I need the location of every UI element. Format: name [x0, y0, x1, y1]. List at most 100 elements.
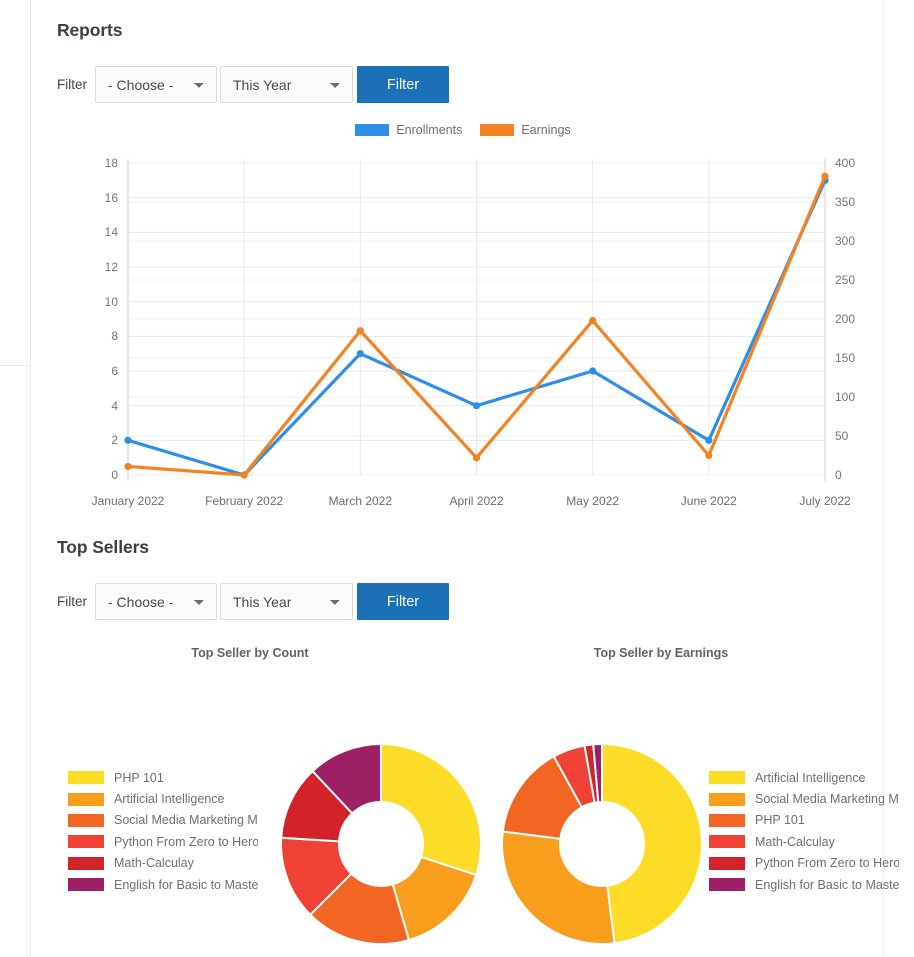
donut-legend-item[interactable]: Social Media Marketing Ma [709, 788, 899, 809]
x-axis-tick: May 2022 [566, 494, 619, 508]
donut-legend-label: Social Media Marketing Ma [114, 813, 258, 828]
donut-legend-swatch [68, 878, 104, 892]
x-axis-tick: February 2022 [205, 494, 284, 508]
donut-legend-item[interactable]: Math-Calculay [68, 853, 258, 874]
x-axis-tick: January 2022 [91, 494, 165, 508]
top-sellers-period-select[interactable]: This Year [220, 583, 353, 620]
donut-legend-swatch [68, 792, 104, 806]
top-seller-by-earnings-title: Top Seller by Earnings [593, 646, 729, 660]
donut-slice[interactable] [311, 742, 382, 815]
donut-slice[interactable] [501, 830, 616, 945]
x-axis-tick: March 2022 [328, 494, 393, 508]
data-point[interactable] [124, 436, 132, 444]
donut-legend-swatch [709, 878, 745, 892]
data-point[interactable] [589, 316, 597, 325]
data-point[interactable] [472, 454, 481, 462]
donut-legend-swatch [709, 771, 745, 785]
donut-legend-item[interactable]: English for Basic to Mastery [68, 874, 258, 895]
y-axis-left-tick: 2 [111, 433, 118, 448]
reports-course-select[interactable]: - Choose - [95, 66, 217, 103]
donut-legend-swatch [709, 813, 745, 827]
x-axis-tick: April 2022 [449, 494, 504, 508]
donut-legend-swatch [68, 813, 104, 827]
donut-legend-swatch [68, 856, 104, 870]
donut-legend-label: Python From Zero to Hero [755, 856, 899, 871]
donut-legend-swatch [68, 771, 104, 785]
y-axis-left-tick: 16 [104, 190, 118, 205]
legend-item-earnings[interactable]: Earnings [480, 123, 571, 137]
donut-legend-item[interactable]: Math-Calculay [709, 831, 899, 852]
donut-legend-label: Artificial Intelligence [755, 770, 866, 785]
data-point[interactable] [705, 436, 713, 444]
donut-slice[interactable] [601, 742, 703, 945]
top-sellers-heading: Top Sellers [57, 537, 149, 557]
top-seller-by-count-legend: PHP 101 Artificial Intelligence Social Med… [68, 767, 258, 895]
legend-label-earnings: Earnings [521, 123, 571, 137]
y-axis-right-tick: 200 [835, 312, 856, 326]
data-point[interactable] [589, 367, 597, 375]
donut-legend-item[interactable]: PHP 101 [709, 810, 899, 831]
legend-swatch-earnings [480, 124, 515, 136]
y-axis-left-tick: 4 [111, 398, 118, 413]
donut-legend-label: PHP 101 [755, 813, 805, 828]
donut-legend-label: English for Basic to Mastery [755, 877, 899, 892]
main-content: Reports Filter - Choose - This Year Filt… [31, 0, 899, 957]
data-point[interactable] [705, 451, 713, 460]
right-panel-divider [883, 0, 884, 957]
data-point[interactable] [472, 402, 481, 410]
y-axis-right-tick: 300 [835, 234, 856, 248]
donut-legend-label: Math-Calculay [114, 856, 194, 871]
donut-legend-item[interactable]: English for Basic to Mastery [709, 874, 899, 895]
donut-slice[interactable] [592, 742, 603, 804]
y-axis-right-tick: 250 [835, 273, 856, 287]
reports-period-select[interactable]: This Year [220, 66, 353, 103]
donut-legend-label: English for Basic to Mastery [114, 877, 258, 892]
y-axis-right-tick: 0 [835, 468, 842, 482]
data-point[interactable] [124, 462, 132, 471]
legend-item-enrollments[interactable]: Enrollments [355, 123, 462, 137]
data-point[interactable] [821, 172, 829, 180]
y-axis-right-tick: 100 [835, 390, 856, 404]
y-axis-right-tick: 400 [835, 156, 856, 170]
data-point[interactable] [356, 327, 364, 335]
y-axis-right-tick: 150 [835, 351, 856, 365]
donut-legend-item[interactable]: Artificial Intelligence [68, 788, 258, 809]
donut-legend-item[interactable]: Python From Zero to Hero [709, 853, 899, 874]
y-axis-left-tick: 10 [104, 294, 118, 309]
y-axis-left-tick: 0 [111, 468, 118, 482]
reports-filter-bar: Filter - Choose - This Year Filter [57, 66, 449, 103]
donut-legend-label: Artificial Intelligence [114, 792, 225, 807]
donut-svg [280, 742, 482, 945]
donut-legend-swatch [709, 856, 745, 870]
top-sellers-charts: Top Seller by Count Top Seller by Earnin… [31, 632, 899, 957]
reports-heading: Reports [57, 20, 123, 40]
data-point[interactable] [356, 350, 364, 358]
y-axis-left-tick: 14 [104, 225, 118, 240]
donut-legend-label: Python From Zero to Hero [114, 834, 258, 849]
donut-legend-item[interactable]: PHP 101 [68, 767, 258, 788]
reports-filter-button[interactable]: Filter [357, 66, 449, 103]
reports-filter-label: Filter [57, 77, 87, 92]
donut-svg [501, 742, 703, 945]
y-axis-right-tick: 350 [835, 195, 856, 209]
top-sellers-filter-bar: Filter - Choose - This Year Filter [57, 583, 449, 620]
line-chart-svg [124, 159, 829, 481]
y-axis-right-tick: 50 [835, 429, 849, 443]
donut-slice[interactable] [380, 742, 482, 877]
donut-legend-item[interactable]: Artificial Intelligence [709, 767, 899, 788]
top-seller-by-count-title: Top Seller by Count [191, 646, 309, 660]
top-sellers-filter-button[interactable]: Filter [357, 583, 449, 620]
donut-legend-item[interactable]: Social Media Marketing Ma [68, 810, 258, 831]
sidebar-divider [30, 0, 31, 366]
donut-legend-swatch [709, 835, 745, 849]
donut-legend-item[interactable]: Python From Zero to Hero [68, 831, 258, 852]
top-seller-by-earnings-donut [501, 742, 703, 949]
donut-legend-label: PHP 101 [114, 770, 164, 785]
top-sellers-course-select[interactable]: - Choose - [95, 583, 217, 620]
data-point[interactable] [240, 471, 248, 479]
top-seller-by-earnings-legend: Artificial Intelligence Social Media Mark… [709, 767, 899, 895]
donut-legend-swatch [68, 835, 104, 849]
legend-label-enrollments: Enrollments [396, 123, 463, 137]
x-axis-tick: July 2022 [799, 494, 851, 508]
